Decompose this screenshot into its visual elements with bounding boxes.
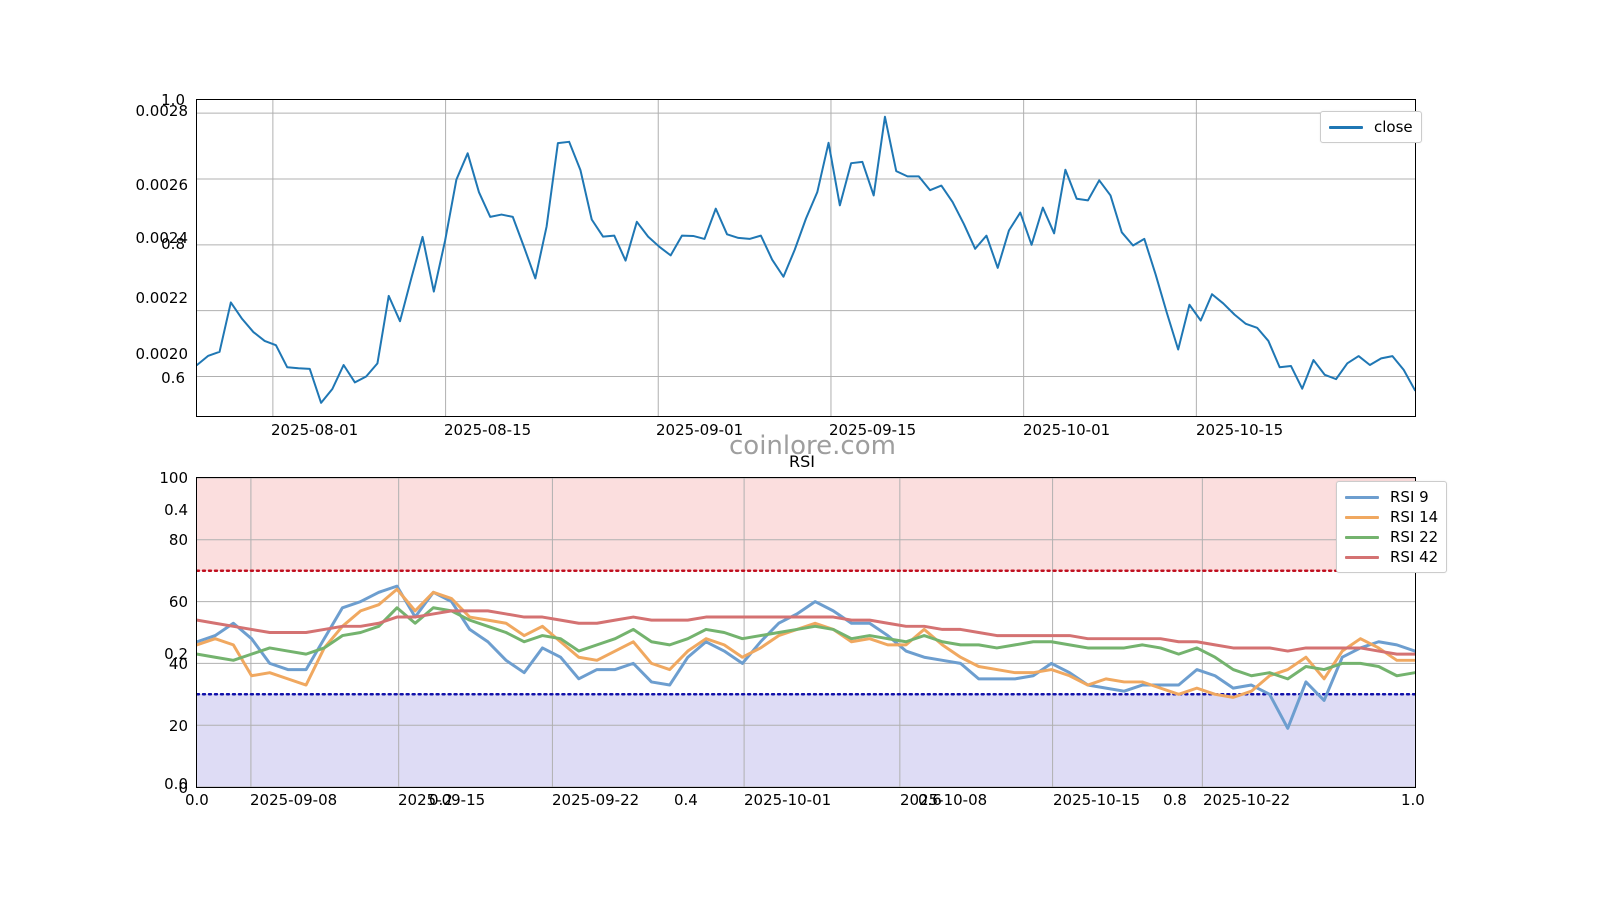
legend-item-rsi-9: RSI 9: [1345, 487, 1438, 507]
price-xtick-3: 2025-09-15: [829, 421, 917, 439]
rsi-xtick-4: 2025-10-08: [900, 791, 988, 809]
legend-item-rsi-42: RSI 42: [1345, 547, 1438, 567]
price-xtick-4: 2025-10-01: [1023, 421, 1111, 439]
price-xtick-5: 2025-10-15: [1196, 421, 1284, 439]
legend-label-rsi-9: RSI 9: [1390, 488, 1429, 506]
rsi-ytick-secondary-0: 0.4: [164, 501, 188, 519]
price-chart-plot: [197, 100, 1415, 416]
rsi-ytick-1: 80: [168, 531, 188, 549]
rsi-chart-plot: [197, 478, 1415, 787]
price-ytick-1: 0.0026: [135, 176, 189, 194]
rsi-ytick-3: 40: [168, 655, 188, 673]
legend-line-close: [1329, 125, 1363, 129]
legend-line-rsi-22: [1345, 535, 1379, 539]
watermark-coinlore: coinlore.com: [729, 431, 896, 461]
price-ytick-secondary-1: 0.8: [161, 235, 185, 253]
rsi-xtick-secondary-1: 0.2: [429, 791, 453, 809]
price-ytick-3: 0.0022: [135, 289, 189, 307]
rsi-xtick-secondary-2: 0.4: [674, 791, 698, 809]
legend-item-rsi-22: RSI 22: [1345, 527, 1438, 547]
rsi-xtick-6: 2025-10-22: [1203, 791, 1291, 809]
price-ytick-secondary-2: 0.6: [161, 369, 185, 387]
legend-line-rsi-14: [1345, 515, 1379, 519]
rsi-ytick-secondary-2: 0.0: [164, 775, 188, 793]
legend-label-rsi-22: RSI 22: [1390, 528, 1439, 546]
legend-line-rsi-9: [1345, 495, 1379, 499]
price-xtick-1: 2025-08-15: [444, 421, 532, 439]
legend-item-rsi-14: RSI 14: [1345, 507, 1438, 527]
legend-item-close: close: [1329, 117, 1413, 137]
rsi-xtick-secondary-0: 0.0: [185, 791, 209, 809]
price-chart-panel: [196, 99, 1416, 417]
rsi-chart-panel: [196, 477, 1416, 788]
rsi-ytick-5: 0: [178, 779, 188, 797]
price-ytick-secondary-0: 1.0: [161, 91, 185, 109]
rsi-xtick-secondary-5: 1.0: [1401, 791, 1425, 809]
rsi-xtick-3: 2025-10-01: [744, 791, 832, 809]
rsi-xtick-5: 2025-10-15: [1053, 791, 1141, 809]
rsi-xtick-1: 2025-09-15: [398, 791, 486, 809]
rsi-ytick-secondary-1: 0.2: [164, 645, 188, 663]
rsi-ytick-4: 20: [168, 717, 188, 735]
price-ytick-4: 0.0020: [135, 345, 189, 363]
legend-label-rsi-42: RSI 42: [1390, 548, 1439, 566]
rsi-xtick-secondary-3: 0.6: [918, 791, 942, 809]
price-xtick-2: 2025-09-01: [656, 421, 744, 439]
rsi-xtick-secondary-4: 0.8: [1163, 791, 1187, 809]
legend-label-rsi-14: RSI 14: [1390, 508, 1439, 526]
price-xtick-0: 2025-08-01: [271, 421, 359, 439]
rsi-ytick-2: 60: [168, 593, 188, 611]
price-ytick-2: 0.0024: [135, 229, 189, 247]
legend-line-rsi-42: [1345, 555, 1379, 559]
legend-label-close: close: [1374, 118, 1413, 136]
rsi-xtick-2: 2025-09-22: [552, 791, 640, 809]
rsi-xtick-0: 2025-09-08: [250, 791, 338, 809]
price-chart-legend: close: [1320, 111, 1422, 143]
price-ytick-0: 0.0028: [135, 102, 189, 120]
rsi-chart-title: RSI: [789, 452, 815, 471]
rsi-ytick-0: 100: [159, 469, 188, 487]
rsi-chart-legend: RSI 9 RSI 14 RSI 22 RSI 42: [1336, 481, 1448, 573]
